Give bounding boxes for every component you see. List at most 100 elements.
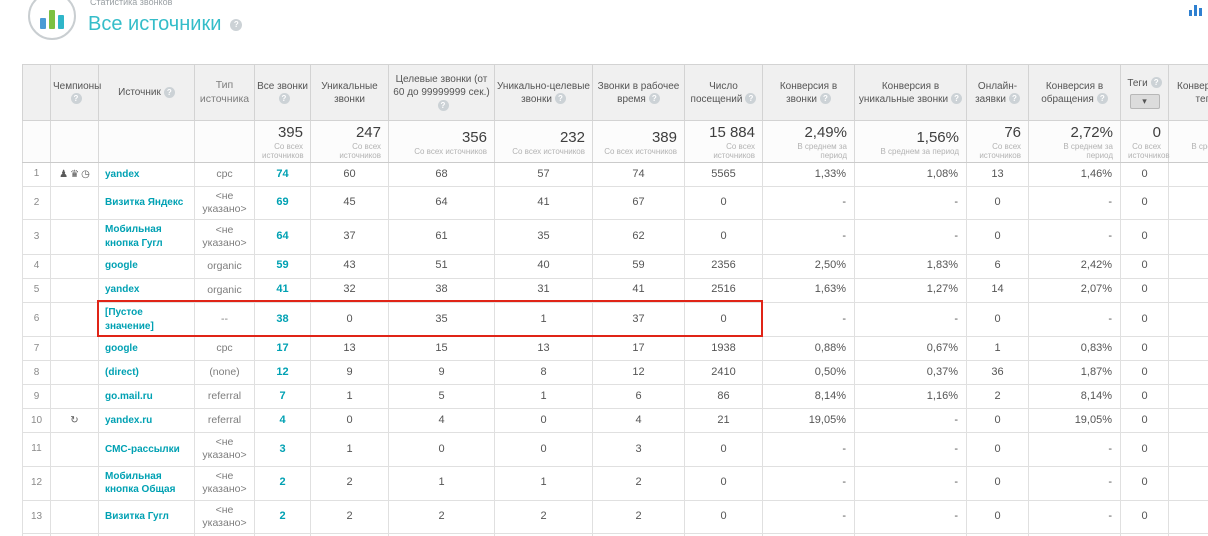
source-link[interactable]: yandex.ru — [105, 414, 153, 426]
column-label-champions: Чемпионы — [53, 80, 102, 92]
cell-unique: 37 — [310, 219, 389, 255]
help-icon[interactable]: ? — [278, 93, 290, 105]
cell-conv_inq: 1,46% — [1028, 162, 1121, 187]
cell-source: Визитка Гугл — [98, 499, 195, 535]
table-row: 8 (direct) (none) 12 9 9 8 12 2410 0,50% 0,37% 36 1,… — [22, 360, 1208, 386]
cell-tags: 0 — [1120, 432, 1169, 467]
trophy-icon[interactable]: ♛ — [70, 168, 80, 180]
summary-cell-online: 76 Со всех источников — [966, 120, 1029, 163]
cell-work: 74 — [592, 162, 685, 187]
table-row: 10 ↻ yandex.ru referral 4 0 4 0 4 21 19,05% -0 19,05… — [22, 408, 1208, 434]
bell-icon[interactable]: ♟ — [59, 168, 69, 180]
help-icon[interactable]: ? — [230, 18, 243, 31]
chart-icon-bar — [1199, 8, 1202, 16]
help-icon[interactable]: ? — [951, 93, 963, 105]
cell-conv_unique: - — [854, 185, 967, 221]
calls-count-link[interactable]: 69 — [276, 196, 289, 209]
cell-calls: 2 — [254, 465, 311, 501]
column-header-conv_tags: Конверсия по тегам — [1168, 64, 1208, 121]
cell-work: 4 — [592, 408, 685, 434]
summary-caption: Со всех источников — [713, 142, 755, 160]
column-header-visits: Число посещений? — [684, 64, 763, 121]
help-icon[interactable]: ? — [648, 93, 660, 105]
cell-num: 10 — [22, 408, 51, 434]
refresh-icon[interactable]: ↻ — [70, 414, 79, 426]
cell-visits: 2410 — [684, 360, 763, 386]
column-header-source: Источник? — [98, 64, 195, 121]
help-icon[interactable]: ? — [554, 93, 566, 105]
help-icon[interactable]: ? — [1096, 93, 1108, 105]
calls-count-link[interactable]: 7 — [279, 389, 286, 402]
cell-type: -- — [194, 301, 255, 338]
help-icon[interactable]: ? — [163, 86, 175, 98]
calls-count-link[interactable]: 3 — [279, 442, 286, 455]
calls-count-link[interactable]: 17 — [276, 341, 289, 354]
calls-count-link[interactable]: 74 — [276, 167, 289, 180]
summary-value: 232 — [559, 128, 585, 146]
source-link[interactable]: yandex — [105, 168, 140, 180]
table-row: 5 yandex organic 41 32 38 31 41 2516 1,63% 1,27% 14… — [22, 277, 1208, 303]
cell-champions — [50, 499, 99, 535]
source-link[interactable]: go.mail.ru — [105, 390, 153, 402]
source-link[interactable]: google — [105, 342, 138, 354]
column-label-work: Звонки в рабочее время — [597, 80, 680, 105]
source-link[interactable]: Визитка Яндекс — [105, 197, 184, 209]
calls-count-link[interactable]: 41 — [276, 283, 289, 296]
summary-cell-conv_calls: 2,49% В среднем за период — [762, 120, 855, 163]
cell-num: 1 — [22, 162, 51, 187]
cell-num: 12 — [22, 465, 51, 501]
chart-icon[interactable] — [1189, 4, 1203, 16]
cell-unique: 45 — [310, 185, 389, 221]
cell-calls: 2 — [254, 499, 311, 535]
calls-count-link[interactable]: 12 — [276, 365, 289, 378]
source-link[interactable]: [Пустое значение] — [105, 306, 154, 332]
calls-count-link[interactable]: 2 — [279, 510, 286, 523]
summary-caption: Со всех источников — [604, 146, 677, 156]
summary-value: 247 — [355, 124, 381, 141]
clock-icon[interactable]: ◷ — [81, 168, 90, 180]
cell-num: 6 — [22, 301, 51, 338]
source-link[interactable]: Мобильная кнопка Гугл — [105, 224, 163, 249]
column-header-tags: Теги? ▾ — [1120, 64, 1169, 121]
source-link[interactable]: yandex — [105, 284, 140, 296]
summary-value: 389 — [651, 128, 677, 146]
cell-online: 0 — [966, 219, 1029, 255]
cell-source: google — [98, 336, 195, 362]
help-icon[interactable]: ? — [819, 93, 831, 105]
column-header-unique: Уникальные звонки — [310, 64, 389, 121]
cell-tags: 0 — [1120, 384, 1169, 410]
source-link[interactable]: Мобильная кнопка Общая — [105, 470, 176, 496]
summary-cell-conv_unique: 1,56% В среднем за период — [854, 120, 967, 163]
calls-count-link[interactable]: 59 — [276, 259, 289, 272]
cell-tags: 0 — [1120, 253, 1169, 279]
tags-filter-button[interactable]: ▾ — [1129, 93, 1160, 109]
cell-tags: 0 — [1120, 499, 1169, 535]
cell-conv_unique: 1,27% — [854, 277, 967, 303]
cell-work: 59 — [592, 253, 685, 279]
cell-conv_calls: - — [762, 465, 855, 501]
cell-work: 62 — [592, 219, 685, 255]
cell-num: 2 — [22, 185, 51, 221]
help-icon[interactable]: ? — [745, 93, 757, 105]
column-label-conv_unique: Конверсия в уникальные звонки — [858, 80, 949, 105]
calls-count-link[interactable]: 4 — [279, 413, 286, 426]
cell-tags: 0 — [1120, 408, 1169, 434]
source-link[interactable]: СМС-рассылки — [105, 443, 180, 455]
cell-conv_inq: - — [1028, 219, 1121, 255]
source-link[interactable]: Визитка Гугл — [105, 511, 169, 523]
cell-conv_unique: 1,08% — [854, 162, 967, 187]
calls-count-link[interactable]: 64 — [276, 230, 289, 243]
calls-count-link[interactable]: 2 — [279, 476, 286, 489]
cell-conv_unique: - — [854, 301, 967, 338]
summary-cell-num — [22, 120, 51, 163]
help-icon[interactable]: ? — [1150, 77, 1162, 89]
column-header-work: Звонки в рабочее время? — [592, 64, 685, 121]
calls-count-link[interactable]: 38 — [276, 312, 289, 325]
help-icon[interactable]: ? — [437, 99, 449, 111]
help-icon[interactable]: ? — [1008, 93, 1020, 105]
cell-conv_calls: 0,88% — [762, 336, 855, 362]
source-link[interactable]: (direct) — [105, 366, 139, 378]
source-link[interactable]: google — [105, 260, 138, 272]
cell-target: 1 — [388, 465, 495, 501]
help-icon[interactable]: ? — [70, 93, 82, 105]
